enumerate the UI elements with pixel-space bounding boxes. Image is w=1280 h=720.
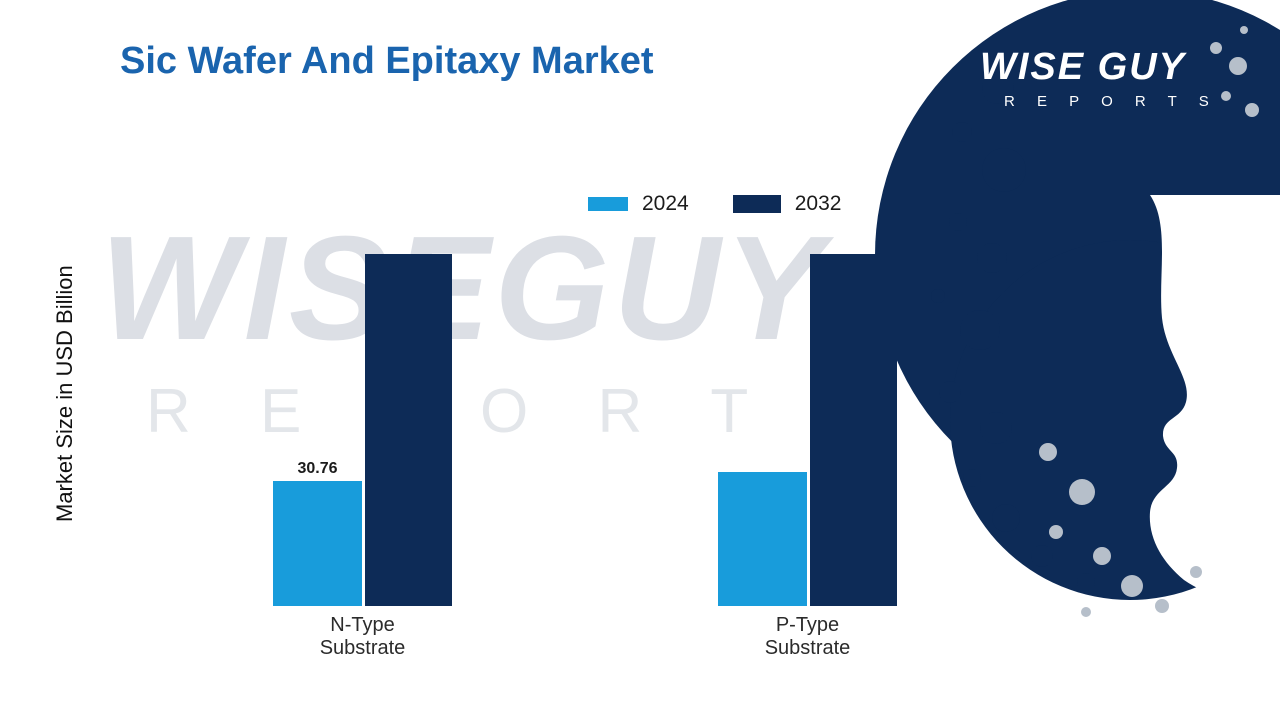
category-label: N-Type Substrate xyxy=(319,614,406,659)
bar-2024-p-type-substrate xyxy=(718,472,807,606)
bar-2032-p-type-substrate xyxy=(810,254,897,606)
legend-label-2032: 2032 xyxy=(794,192,842,215)
bar-group: 30.76 N-Type Substrate xyxy=(273,254,452,659)
face-profile xyxy=(1149,195,1280,608)
bar-2024-n-type-substrate xyxy=(273,481,362,606)
brand-name: WISE GUY xyxy=(980,46,1187,88)
navy-dots xyxy=(931,72,1095,591)
category-label: P-Type Substrate xyxy=(764,614,851,659)
bar-2032-n-type-substrate xyxy=(365,254,452,606)
brand-logo: WISE GUY R E P O R T S xyxy=(980,46,1218,110)
legend-swatch-2032 xyxy=(732,195,781,213)
legend-swatch-2024 xyxy=(588,197,628,211)
legend: 2024 2032 xyxy=(588,192,841,216)
bar-value-label: 30.76 xyxy=(297,460,338,477)
brand-tagline: R E P O R T S xyxy=(1004,93,1218,110)
page-title: Sic Wafer And Epitaxy Market xyxy=(120,40,654,82)
gray-dots xyxy=(1039,26,1259,617)
legend-label-2024: 2024 xyxy=(642,192,689,215)
y-axis-label: Market Size in USD Billion xyxy=(52,265,77,523)
bar-group: P-Type Substrate xyxy=(718,254,897,659)
